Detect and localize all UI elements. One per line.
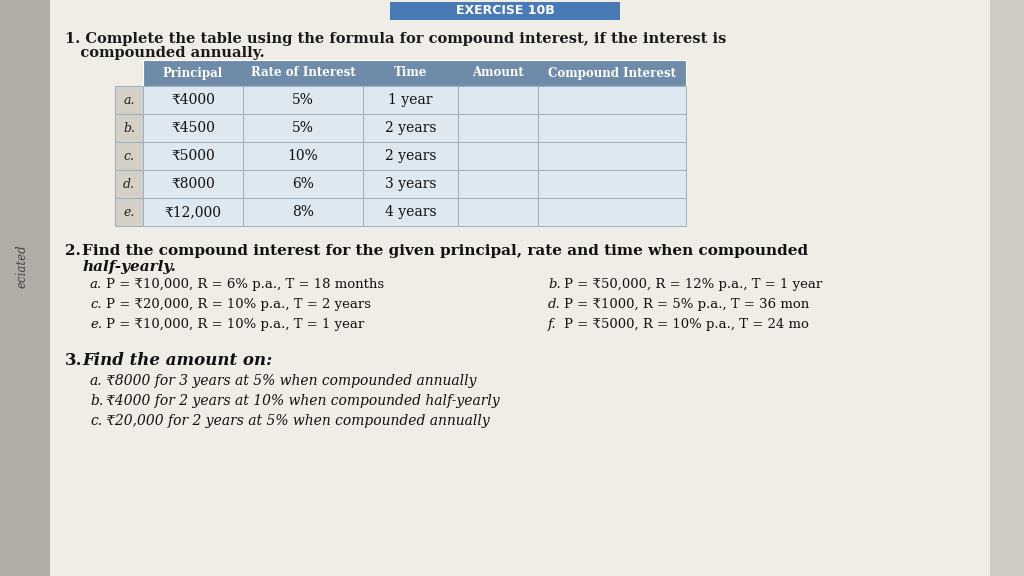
Text: 3 years: 3 years (385, 177, 436, 191)
Text: e.: e. (123, 206, 135, 218)
Bar (115, 170, 143, 198)
Bar (143, 170, 243, 198)
Bar (243, 142, 362, 170)
Bar (458, 198, 538, 226)
Text: 2 years: 2 years (385, 121, 436, 135)
Text: 5%: 5% (292, 121, 314, 135)
Text: ₹5000: ₹5000 (171, 149, 215, 163)
Text: a.: a. (90, 374, 102, 388)
Text: Compound Interest: Compound Interest (548, 66, 676, 79)
Text: EXERCISE 10B: EXERCISE 10B (456, 5, 554, 17)
Text: 5%: 5% (292, 93, 314, 107)
Bar (243, 114, 362, 142)
Bar (115, 86, 143, 114)
Bar (115, 142, 143, 170)
Text: ₹12,000: ₹12,000 (165, 205, 221, 219)
Text: ₹4000: ₹4000 (171, 93, 215, 107)
Text: 2 years: 2 years (385, 149, 436, 163)
Bar (143, 114, 243, 142)
Text: P = ₹5000, R = 10% p.a., T = 24 mo: P = ₹5000, R = 10% p.a., T = 24 mo (564, 318, 809, 331)
Bar (362, 142, 458, 170)
Bar (143, 142, 243, 170)
Text: ₹20,000 for 2 years at 5% when compounded annually: ₹20,000 for 2 years at 5% when compounde… (106, 414, 489, 428)
Text: ₹8000: ₹8000 (171, 177, 215, 191)
Text: e.: e. (90, 318, 102, 331)
Text: 8%: 8% (292, 205, 314, 219)
Bar (243, 198, 362, 226)
Text: eciated: eciated (15, 244, 29, 288)
Text: P = ₹10,000, R = 10% p.a., T = 1 year: P = ₹10,000, R = 10% p.a., T = 1 year (106, 318, 365, 331)
Text: ₹8000 for 3 years at 5% when compounded annually: ₹8000 for 3 years at 5% when compounded … (106, 374, 476, 388)
Text: d.: d. (548, 298, 561, 311)
Text: 6%: 6% (292, 177, 314, 191)
Text: c.: c. (90, 298, 101, 311)
Text: d.: d. (123, 177, 135, 191)
Bar (538, 86, 686, 114)
Bar (143, 86, 243, 114)
Bar (458, 114, 538, 142)
Bar (362, 114, 458, 142)
Bar (538, 198, 686, 226)
Bar (115, 198, 143, 226)
Text: c.: c. (124, 150, 134, 162)
Text: c.: c. (90, 414, 102, 428)
Bar (143, 198, 243, 226)
Bar (0, 0, 50, 576)
Text: 2.: 2. (65, 244, 81, 258)
Text: Amount: Amount (472, 66, 524, 79)
Text: a.: a. (90, 278, 102, 291)
Bar (538, 142, 686, 170)
Text: 3.: 3. (65, 352, 83, 369)
Text: Find the compound interest for the given principal, rate and time when compounde: Find the compound interest for the given… (82, 244, 808, 258)
Text: P = ₹1000, R = 5% p.a., T = 36 mon: P = ₹1000, R = 5% p.a., T = 36 mon (564, 298, 809, 311)
Bar (362, 170, 458, 198)
Text: f.: f. (548, 318, 557, 331)
Text: Rate of Interest: Rate of Interest (251, 66, 355, 79)
Text: P = ₹20,000, R = 10% p.a., T = 2 years: P = ₹20,000, R = 10% p.a., T = 2 years (106, 298, 371, 311)
Text: 1. Complete the table using the formula for compound interest, if the interest i: 1. Complete the table using the formula … (65, 32, 726, 46)
Bar (458, 142, 538, 170)
Text: b.: b. (90, 394, 103, 408)
Text: a.: a. (123, 93, 135, 107)
Text: b.: b. (548, 278, 561, 291)
Bar (243, 170, 362, 198)
Bar (458, 86, 538, 114)
Bar (362, 86, 458, 114)
Text: b.: b. (123, 122, 135, 135)
Bar (362, 198, 458, 226)
Bar (143, 60, 686, 86)
Text: 10%: 10% (288, 149, 318, 163)
Text: ₹4000 for 2 years at 10% when compounded half-yearly: ₹4000 for 2 years at 10% when compounded… (106, 394, 500, 408)
Text: Find the amount on:: Find the amount on: (82, 352, 272, 369)
Bar (538, 114, 686, 142)
Text: half-yearly.: half-yearly. (82, 260, 176, 274)
FancyBboxPatch shape (390, 2, 620, 20)
Text: 1 year: 1 year (388, 93, 433, 107)
Text: ₹4500: ₹4500 (171, 121, 215, 135)
Bar (243, 86, 362, 114)
Text: P = ₹10,000, R = 6% p.a., T = 18 months: P = ₹10,000, R = 6% p.a., T = 18 months (106, 278, 384, 291)
Text: Principal: Principal (163, 66, 223, 79)
Text: P = ₹50,000, R = 12% p.a., T = 1 year: P = ₹50,000, R = 12% p.a., T = 1 year (564, 278, 822, 291)
Text: compounded annually.: compounded annually. (65, 46, 264, 60)
Bar (458, 170, 538, 198)
Bar (115, 114, 143, 142)
Bar (538, 170, 686, 198)
Text: Time: Time (394, 66, 427, 79)
Bar (990, 0, 1024, 576)
Text: 4 years: 4 years (385, 205, 436, 219)
